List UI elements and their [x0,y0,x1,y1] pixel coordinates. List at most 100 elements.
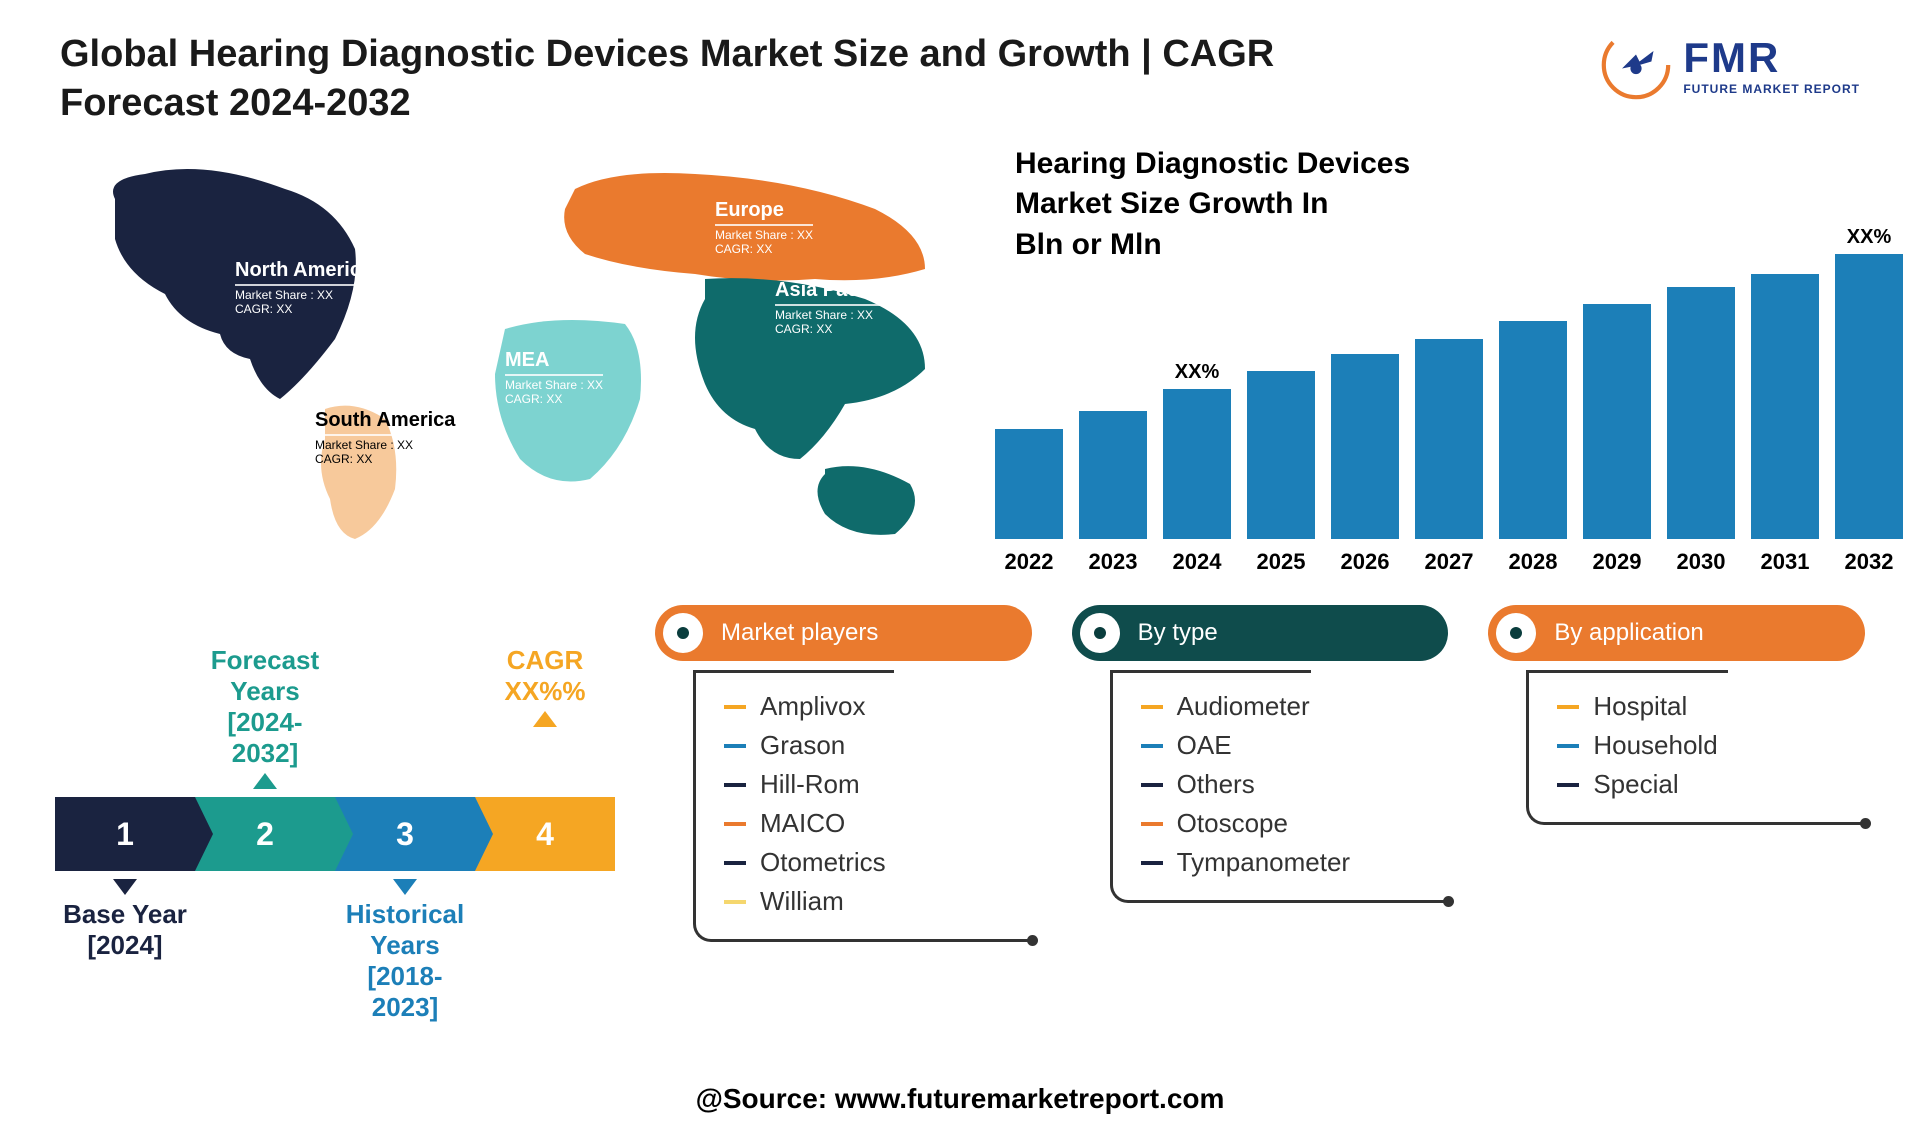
item-label: Grason [760,730,845,761]
bar [1583,304,1651,539]
bar-column: 2026 [1331,354,1399,575]
cagr-label: CAGR [507,645,584,676]
list-item: Hill-Rom [724,765,1032,804]
tick-icon [724,783,746,787]
item-label: Hospital [1593,691,1687,722]
cagr-value: XX%% [505,676,586,707]
list-item: Grason [724,726,1032,765]
historical-value: [2018-2023] [335,961,475,1023]
bar-year-label: 2027 [1425,549,1474,575]
category-title: Market players [721,619,878,647]
tick-icon [1141,744,1163,748]
bar-column: 2023 [1079,411,1147,575]
list-item: William [724,882,1032,921]
tick-icon [1141,705,1163,709]
category-header: By application [1488,605,1865,661]
bar-column: 2025 [1247,371,1315,575]
bar-chart: Hearing Diagnostic Devices Market Size G… [985,139,1903,576]
timeline-step: 2 [195,797,335,871]
item-label: Tympanometer [1177,847,1350,878]
region-label: MEAMarket Share : XXCAGR: XX [505,349,603,406]
tick-icon [1557,705,1579,709]
item-label: OAE [1177,730,1232,761]
item-label: Otoscope [1177,808,1288,839]
category-title: By application [1554,619,1703,647]
bar-column: 2027 [1415,339,1483,575]
tick-icon [724,744,746,748]
bar-year-label: 2032 [1845,549,1894,575]
category-by-application: By application Hospital Household Special [1488,605,1865,825]
list-item: Amplivox [724,687,1032,726]
tick-icon [1141,822,1163,826]
tick-icon [724,822,746,826]
bar: XX% [1163,389,1231,539]
item-label: Otometrics [760,847,886,878]
timeline-step: 1 [55,797,195,871]
timeline-step: 4 [475,797,615,871]
chart-title: Hearing Diagnostic Devices Market Size G… [1015,144,1903,266]
list-item: Special [1557,765,1865,804]
bar-column: 2031 [1751,274,1819,575]
bar-year-label: 2026 [1341,549,1390,575]
bar-year-label: 2031 [1761,549,1810,575]
tick-icon [1141,783,1163,787]
bullet-icon [1496,613,1536,653]
list-item: Audiometer [1141,687,1449,726]
bar-column: 2028 [1499,321,1567,575]
bar-year-label: 2028 [1509,549,1558,575]
bar-year-label: 2023 [1089,549,1138,575]
forecast-range: [2024-2032] [195,707,335,769]
bar-column: XX% 2032 [1835,254,1903,575]
bar-year-label: 2029 [1593,549,1642,575]
category-list: Amplivox Grason Hill-Rom MAICO Otometrics Wil… [693,673,1032,942]
bar-pct-label: XX% [1175,361,1219,384]
category-by-type: By type Audiometer OAE Others Otoscope Tympan… [1072,605,1449,903]
bar-column: 2030 [1667,287,1735,575]
bar-column: 2022 [995,429,1063,575]
logo-brand: FMR [1683,34,1860,82]
category-header: Market players [655,605,1032,661]
logo-tagline: FUTURE MARKET REPORT [1683,82,1860,96]
bar [995,429,1063,539]
timeline-step: 3 [335,797,475,871]
item-label: Hill-Rom [760,769,860,800]
bar-year-label: 2022 [1005,549,1054,575]
historical-label: Historical Years [335,899,475,961]
page-title: Global Hearing Diagnostic Devices Market… [60,30,1360,129]
bullet-icon [663,613,703,653]
item-label: Special [1593,769,1678,800]
bar-year-label: 2024 [1173,549,1222,575]
category-list: Hospital Household Special [1526,673,1865,825]
category-market-players: Market players Amplivox Grason Hill-Rom MAIC… [655,605,1032,942]
region-label: EuropeMarket Share : XXCAGR: XX [715,199,813,256]
base-year-value: [2024] [87,930,162,961]
bar-year-label: 2025 [1257,549,1306,575]
item-label: Amplivox [760,691,865,722]
category-title: By type [1138,619,1218,647]
item-label: Household [1593,730,1717,761]
list-item: OAE [1141,726,1449,765]
world-map: North AmericaMarket Share : XXCAGR: XX So… [55,139,955,559]
bar [1415,339,1483,539]
region-label: North AmericaMarket Share : XXCAGR: XX [235,259,372,316]
source-attribution: @Source: www.futuremarketreport.com [0,1083,1920,1115]
bar [1751,274,1819,539]
bar-pct-label: XX% [1847,226,1891,249]
list-item: Otometrics [724,843,1032,882]
item-label: William [760,886,844,917]
bar [1667,287,1735,539]
tick-icon [724,861,746,865]
region-label: South AmericaMarket Share : XXCAGR: XX [315,409,455,466]
item-label: Others [1177,769,1255,800]
list-item: Tympanometer [1141,843,1449,882]
list-item: Hospital [1557,687,1865,726]
tick-icon [1557,744,1579,748]
list-item: Otoscope [1141,804,1449,843]
tick-icon [724,900,746,904]
bar [1079,411,1147,539]
item-label: Audiometer [1177,691,1310,722]
item-label: MAICO [760,808,845,839]
logo: FMR FUTURE MARKET REPORT [1601,30,1860,100]
bullet-icon [1080,613,1120,653]
bar: XX% [1835,254,1903,539]
